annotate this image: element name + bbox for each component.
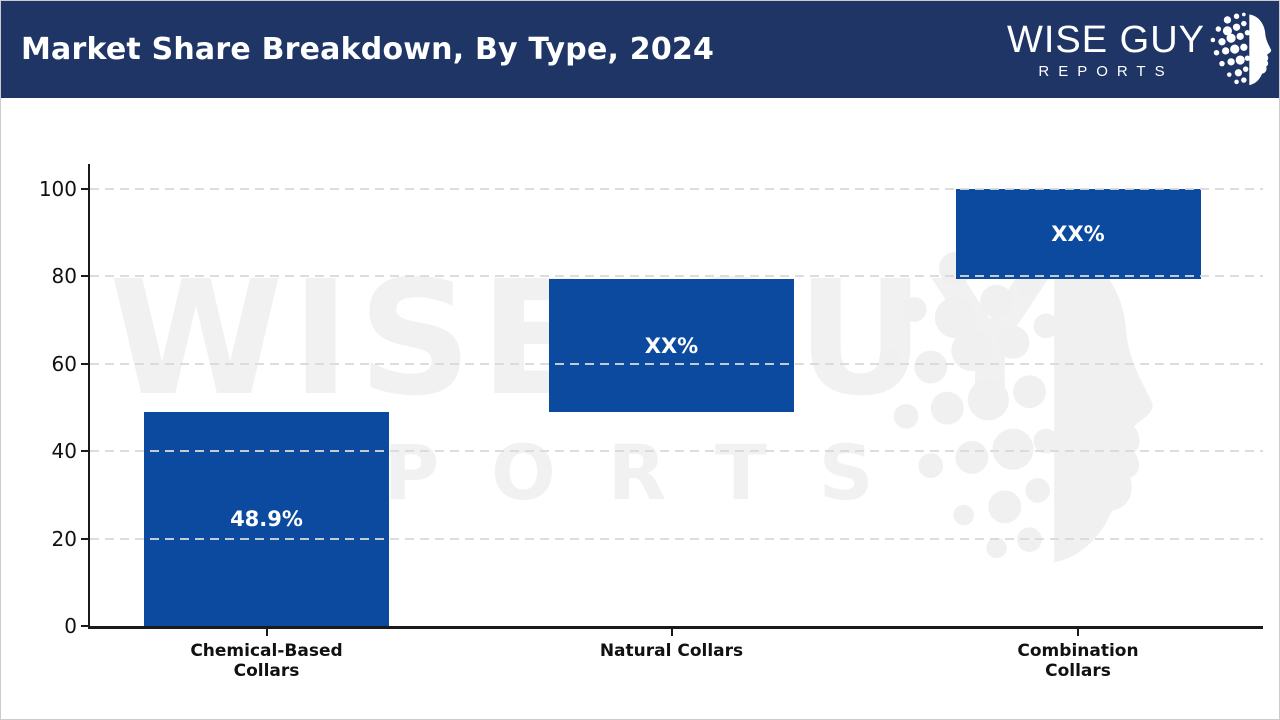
bar-value-label: XX% <box>644 333 699 358</box>
bar-value-label: XX% <box>1051 222 1105 246</box>
category-label-chemical-based-collars: Chemical-Based Collars <box>190 641 343 681</box>
y-axis-line <box>88 164 90 628</box>
gridline-60 <box>90 362 1263 365</box>
gridline-100 <box>90 188 1263 190</box>
bar-chemical-based-collars: 48.9% <box>144 412 389 626</box>
y-tick-label-20: 20 <box>51 526 77 551</box>
bar-combination-collars: XX% <box>955 189 1201 280</box>
y-tick-20 <box>81 537 89 540</box>
y-tick-100 <box>81 188 89 190</box>
category-label-natural-collars: Natural Collars <box>599 641 744 661</box>
bar-natural-collars: XX% <box>549 279 794 413</box>
header: Market Share Breakdown, By Type, 2024 WI… <box>1 1 1279 98</box>
y-tick-label-0: 0 <box>64 614 77 638</box>
y-tick-60 <box>81 362 89 365</box>
page-title: Market Share Breakdown, By Type, 2024 <box>21 32 715 67</box>
x-tick-natural-collars <box>670 628 673 636</box>
y-tick-label-100: 100 <box>38 177 77 201</box>
bar-value-label: 48.9% <box>230 507 303 532</box>
y-tick-label-40: 40 <box>51 439 77 464</box>
watermark-face-icon <box>879 235 1153 563</box>
logo-text: WISE GUY REPORTS <box>1007 19 1205 80</box>
gridline-40 <box>90 450 1263 453</box>
x-tick-combination-collars <box>1077 628 1079 636</box>
y-tick-label-80: 80 <box>51 264 77 289</box>
gridline-20 <box>90 537 1263 540</box>
x-tick-chemical-based-collars <box>265 628 268 636</box>
y-tick-80 <box>81 275 89 278</box>
wiseguy-logo: WISE GUY REPORTS <box>1005 5 1273 95</box>
category-label-combination-collars: Combination Collars <box>1017 641 1139 681</box>
y-tick-40 <box>81 450 89 453</box>
x-axis-line <box>88 626 1263 629</box>
logo-wordmark: WISE GUY <box>1006 19 1205 61</box>
y-tick-0 <box>81 625 89 627</box>
gridline-80 <box>90 275 1263 278</box>
logo-face-icon <box>1210 12 1272 86</box>
y-tick-label-60: 60 <box>51 351 77 376</box>
logo-subtitle: REPORTS <box>1038 63 1174 80</box>
